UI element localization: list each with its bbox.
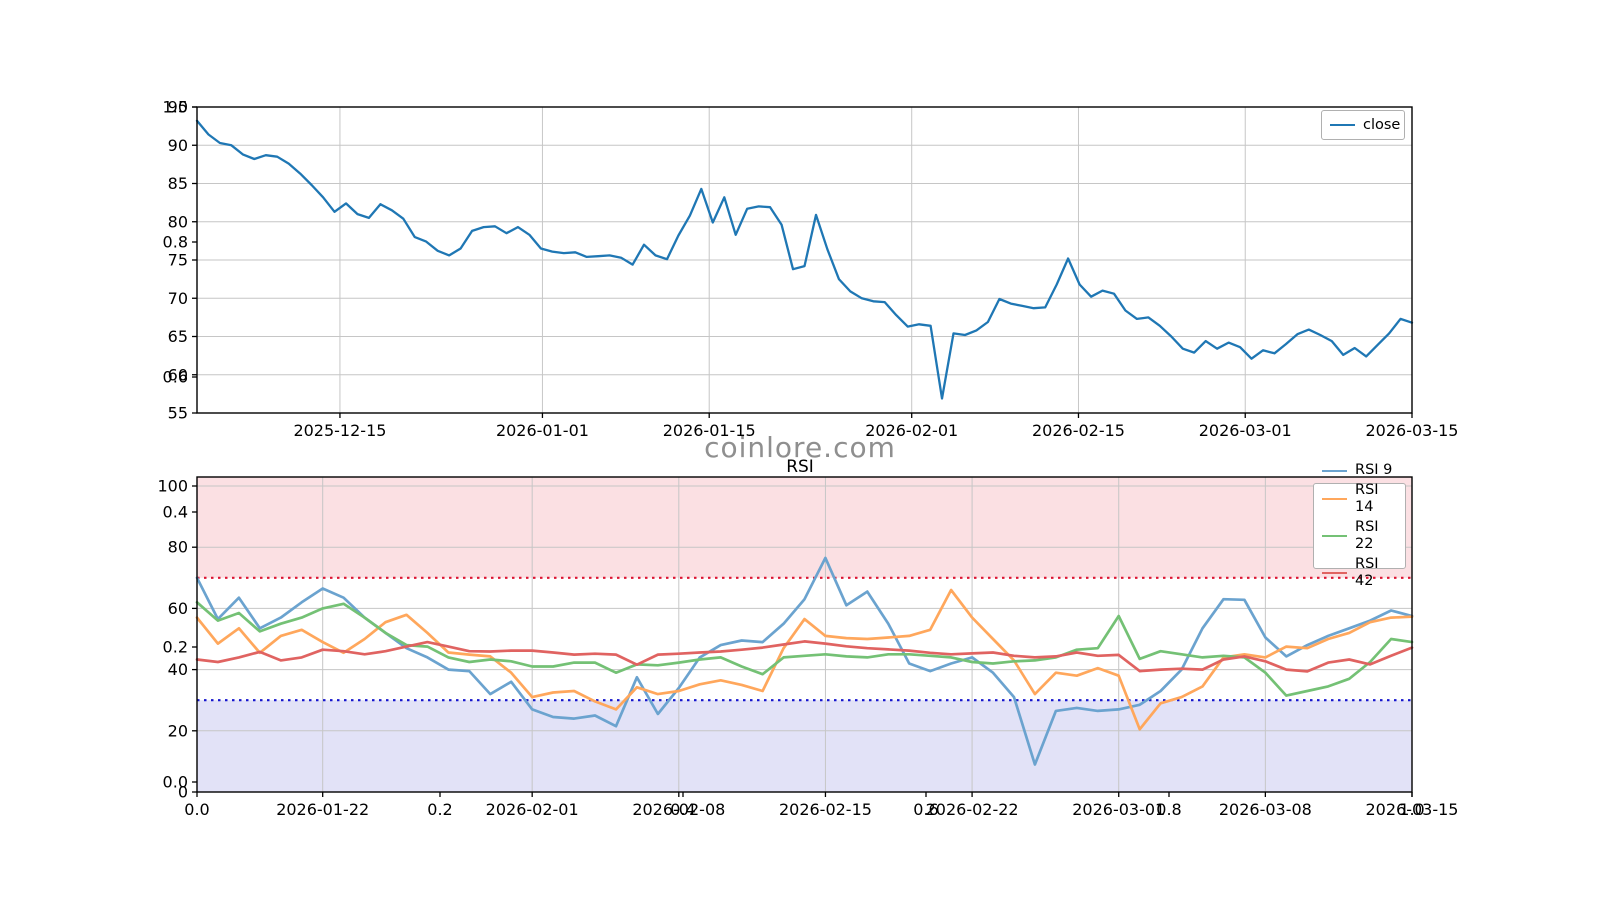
artifact-y-tick-label: 0.4	[163, 503, 188, 522]
artifact-x-tick-label: 0.4	[670, 800, 695, 819]
rsi-y-tick-label: 100	[157, 477, 188, 496]
rsi-y-tick-label: 80	[168, 538, 188, 557]
rsi-14-line	[195, 588, 1414, 731]
artifact-x-tick-label: 0.0	[184, 800, 209, 819]
rsi-x-tick-label: 2026-02-22	[926, 800, 1019, 819]
rsi-9-line	[195, 556, 1414, 766]
artifact-x-tick-label: 0.8	[1156, 800, 1181, 819]
price-y-tick-label: 70	[168, 289, 188, 308]
rsi-x-tick-label: 2026-02-15	[779, 800, 872, 819]
rsi-22-line	[195, 600, 1414, 697]
rsi-x-tick-label: 2026-02-08	[632, 800, 725, 819]
legend-label-rsi9: RSI 9	[1355, 462, 1393, 478]
price-y-tick-label: 85	[168, 174, 188, 193]
rsi-x-axis: 2026-01-22 2026-02-01 2026-02-08 2026-02-15…	[276, 792, 1458, 819]
legend-item-rsi14: RSI 14	[1322, 482, 1397, 516]
rsi-42-line	[195, 640, 1414, 673]
rsi-y-axis: 100 80 60 40 20 0	[157, 477, 197, 802]
legend-item-close: close	[1330, 117, 1400, 134]
legend-label-rsi42: RSI 42	[1355, 556, 1379, 589]
rsi-y-tick-label: 60	[168, 599, 188, 618]
close-line-swatch	[1330, 124, 1355, 126]
price-y-tick-label: 95	[168, 98, 188, 117]
price-y-tick-label: 60	[168, 365, 188, 384]
rsi-legend: RSI 9 RSI 14 RSI 22 RSI 42	[1313, 462, 1406, 589]
rsi-x-tick-label: 2026-02-01	[486, 800, 579, 819]
price-x-axis: 2025-12-15 2026-01-01 2026-01-15 2026-02-01…	[293, 413, 1458, 440]
price-x-tick-label: 2026-03-15	[1366, 421, 1459, 440]
legend-item-rsi9: RSI 9	[1322, 462, 1397, 479]
price-y-tick-label: 55	[168, 404, 188, 423]
legend-label-rsi14: RSI 14	[1355, 482, 1379, 515]
legend-label-close: close	[1363, 116, 1401, 133]
rsi-y-tick-label: 40	[168, 660, 188, 679]
price-chart	[195, 106, 1414, 414]
legend-item-rsi22: RSI 22	[1322, 519, 1397, 553]
rsi-x-tick-label: 2026-03-08	[1219, 800, 1312, 819]
artifact-x-tick-label: 0.6	[913, 800, 938, 819]
rsi-chart	[195, 476, 1414, 793]
artifact-y-tick-label: 0.2	[163, 638, 188, 657]
price-x-tick-label: 2026-02-01	[865, 421, 958, 440]
price-x-tick-label: 2026-03-01	[1199, 421, 1292, 440]
price-y-tick-label: 80	[168, 212, 188, 231]
rsi-x-tick-label: 2026-03-01	[1072, 800, 1165, 819]
rsi-axes-frame	[196, 476, 1413, 793]
rsi-x-tick-label: 2026-03-15	[1366, 800, 1459, 819]
legend-item-rsi42: RSI 42	[1322, 556, 1397, 590]
price-legend: close	[1321, 110, 1405, 140]
price-y-axis: 95 90 85 80 75 70 65 60 55	[168, 98, 197, 423]
artifact-x-tick-label: 1.0	[1399, 800, 1424, 819]
rsi-y-tick-label: 0	[178, 783, 188, 802]
close-line	[195, 119, 1414, 400]
rsi9-line-swatch	[1322, 469, 1347, 472]
price-x-tick-label: 2026-01-01	[496, 421, 589, 440]
artifact-axis: 1.0 0.8 0.6 0.4 0.2 0.0 0.0 0.2 0.4 0.6 0.8 1.0	[163, 98, 1425, 820]
watermark: coinlore.com	[704, 431, 896, 464]
oversold-region	[197, 700, 1412, 792]
price-x-tick-label: 2025-12-15	[293, 421, 386, 440]
price-x-tick-label: 2026-02-15	[1032, 421, 1125, 440]
rsi14-line-swatch	[1322, 498, 1347, 500]
price-x-tick-label: 2026-01-15	[663, 421, 756, 440]
price-y-tick-label: 65	[168, 327, 188, 346]
artifact-y-tick-label: 0.0	[163, 773, 188, 792]
rsi-panel-title: RSI	[786, 457, 814, 477]
legend-label-rsi22: RSI 22	[1355, 519, 1379, 552]
rsi22-line-swatch	[1322, 535, 1347, 537]
rsi42-line-swatch	[1322, 572, 1347, 574]
price-y-tick-label: 75	[168, 251, 188, 270]
overbought-region	[197, 477, 1412, 578]
artifact-x-tick-label: 0.2	[427, 800, 452, 819]
artifact-y-tick-label: 1.0	[163, 98, 188, 117]
artifact-y-tick-label: 0.6	[163, 368, 188, 387]
price-y-tick-label: 90	[168, 136, 188, 155]
artifact-y-tick-label: 0.8	[163, 233, 188, 252]
rsi-y-tick-label: 20	[168, 721, 188, 740]
rsi-x-tick-label: 2026-01-22	[276, 800, 369, 819]
